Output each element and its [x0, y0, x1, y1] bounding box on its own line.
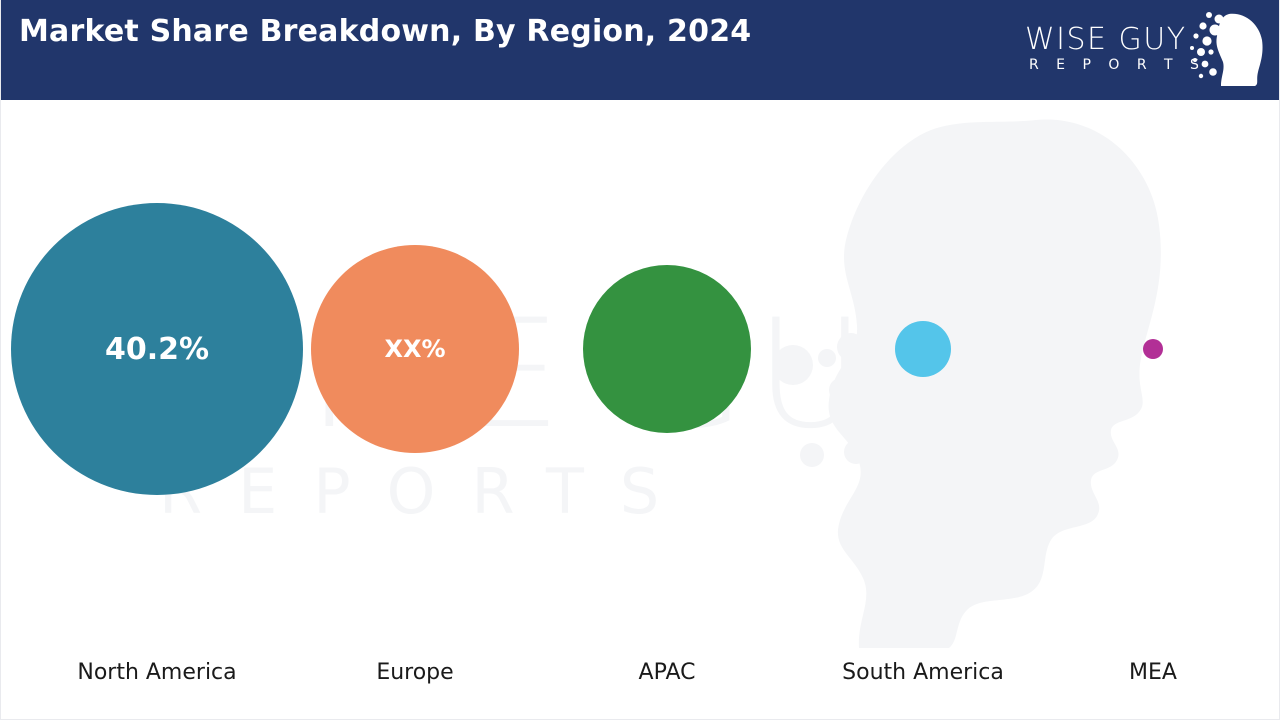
page-title: Market Share Breakdown, By Region, 2024	[19, 14, 752, 49]
bubble-north-america[interactable]: 40.2%	[11, 203, 303, 495]
category-label-north-america: North America	[77, 660, 237, 685]
bubble-europe[interactable]: XX%	[311, 245, 519, 453]
category-axis-labels: North America Europe APAC South America MEA	[1, 660, 1279, 719]
bubble-south-america[interactable]	[895, 321, 951, 377]
category-label-mea: MEA	[1129, 660, 1177, 685]
category-label-europe: Europe	[376, 660, 454, 685]
logo-primary-text: WISE GUY	[1025, 22, 1187, 57]
chart-header-bar: Market Share Breakdown, By Region, 2024 …	[1, 0, 1279, 100]
logo-secondary-text: R E P O R T S	[1029, 57, 1206, 73]
wiseguy-logo: WISE GUY R E P O R T S	[1019, 10, 1269, 90]
wiseguy-head-dots-logo-icon	[1190, 12, 1263, 87]
category-label-apac: APAC	[638, 660, 696, 685]
bubble-mea[interactable]	[1143, 339, 1163, 359]
bubble-value-label: 40.2%	[104, 331, 210, 367]
bubble-chart-plot-area: WISE GUY REPORTS	[1, 100, 1279, 719]
bubble-apac[interactable]	[583, 265, 751, 433]
bubble-value-label: XX%	[384, 335, 446, 363]
category-label-south-america: South America	[842, 660, 1004, 685]
